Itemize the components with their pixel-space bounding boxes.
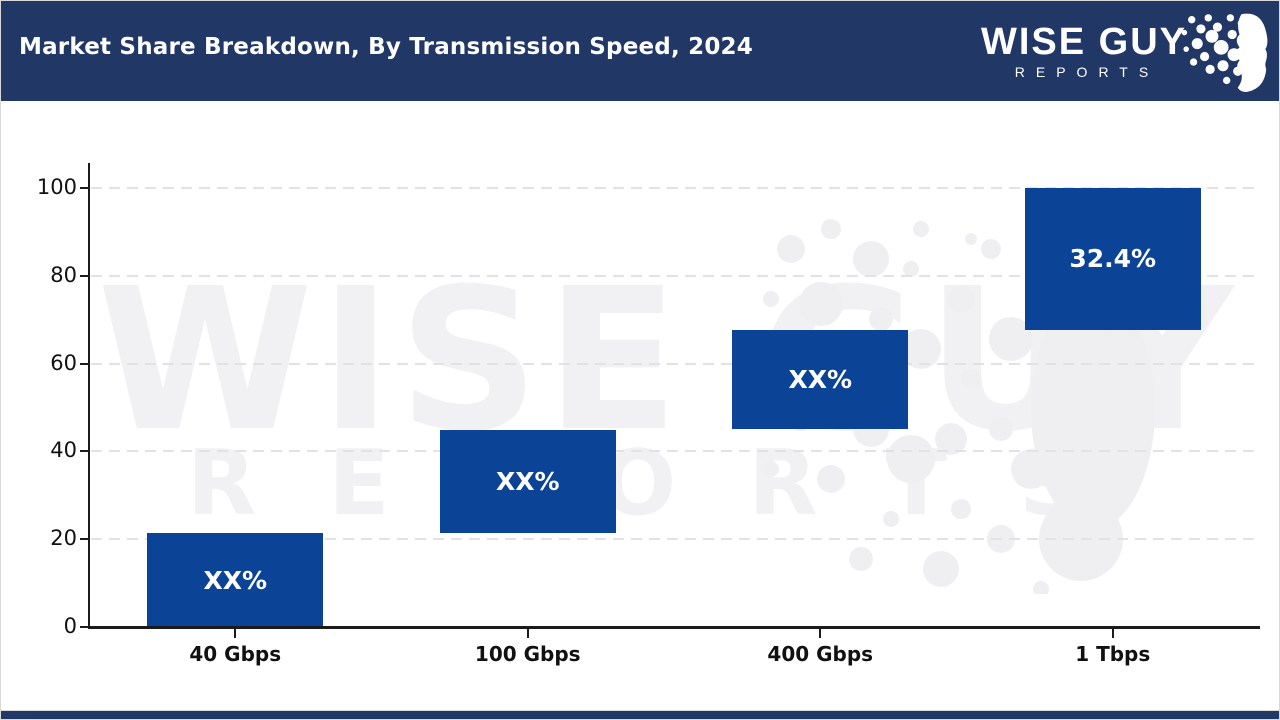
x-tick bbox=[1111, 629, 1114, 638]
brand-logo-text: WISE GUY REPORTS bbox=[981, 23, 1187, 80]
y-gridline bbox=[91, 362, 1259, 365]
y-tick-label: 100 bbox=[36, 175, 77, 199]
x-tick-label: 40 Gbps bbox=[189, 642, 282, 666]
bar-value-label: 32.4% bbox=[1069, 244, 1157, 274]
y-tick-label: 20 bbox=[50, 526, 77, 551]
y-gridline bbox=[91, 538, 1259, 541]
x-tick-label: 1 Tbps bbox=[1075, 642, 1151, 666]
bar-value-label: XX% bbox=[788, 364, 853, 394]
header-band: Market Share Breakdown, By Transmission … bbox=[1, 1, 1279, 101]
bar-segment: XX% bbox=[147, 533, 324, 627]
x-tick-label: 100 Gbps bbox=[474, 642, 581, 666]
y-tick bbox=[80, 450, 89, 453]
x-tick bbox=[234, 629, 237, 638]
logo-face-icon bbox=[1181, 13, 1268, 92]
y-axis-line bbox=[88, 163, 90, 628]
y-tick bbox=[80, 274, 89, 277]
bar-segment: 32.4% bbox=[1024, 188, 1201, 330]
bar-segment: XX% bbox=[439, 429, 616, 534]
bar-value-label: XX% bbox=[203, 565, 268, 595]
y-tick-label: 60 bbox=[50, 350, 77, 375]
y-tick-label: 0 bbox=[63, 614, 77, 638]
x-tick bbox=[526, 629, 529, 638]
y-tick bbox=[80, 538, 89, 541]
x-axis-line bbox=[88, 626, 1260, 629]
x-tick-label: 400 Gbps bbox=[767, 642, 874, 666]
bar-segment: XX% bbox=[732, 329, 909, 429]
y-gridline bbox=[91, 187, 1259, 189]
bar-value-label: XX% bbox=[495, 466, 560, 496]
y-tick bbox=[80, 626, 89, 628]
y-tick-label: 80 bbox=[50, 262, 77, 287]
y-tick bbox=[80, 187, 89, 189]
y-gridline bbox=[91, 274, 1259, 277]
y-gridline bbox=[91, 450, 1259, 453]
brand-name: WISE GUY bbox=[980, 20, 1187, 63]
y-tick bbox=[80, 362, 89, 365]
x-tick bbox=[819, 629, 822, 638]
brand-subtitle: REPORTS bbox=[1014, 63, 1160, 80]
brand-logo: WISE GUY REPORTS bbox=[981, 9, 1269, 93]
page-title: Market Share Breakdown, By Transmission … bbox=[19, 34, 753, 60]
y-tick-label: 40 bbox=[50, 438, 77, 463]
footer-bar bbox=[1, 710, 1279, 719]
